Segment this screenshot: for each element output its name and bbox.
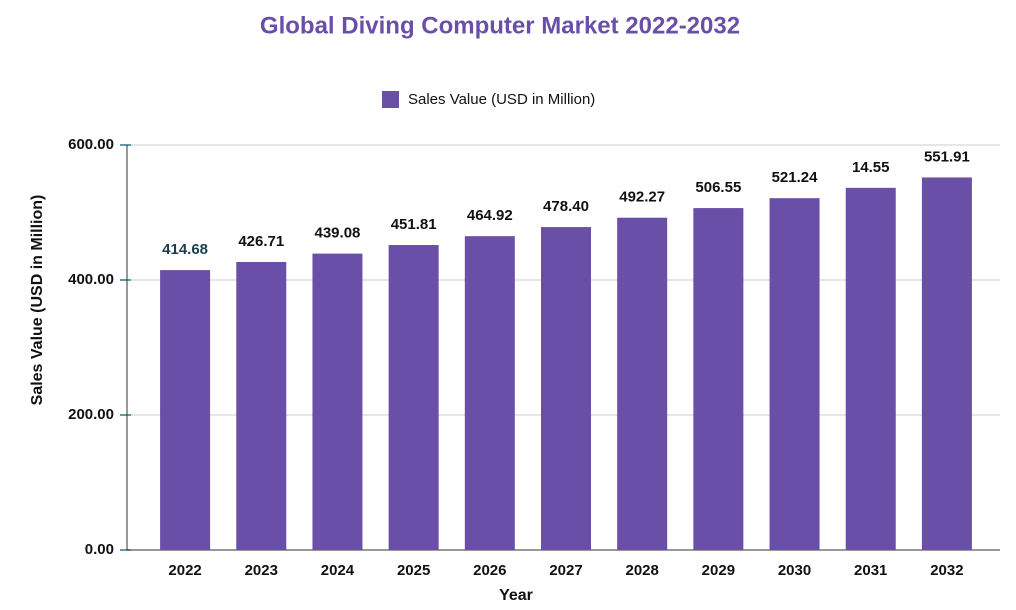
- x-tick-label: 2026: [473, 562, 506, 579]
- data-label: 464.92: [467, 207, 513, 224]
- y-tick-label: 600.00: [68, 136, 114, 153]
- bar: [617, 217, 668, 550]
- data-label: 551.91: [924, 148, 970, 165]
- x-tick-label: 2032: [930, 562, 963, 579]
- data-label: 14.55: [852, 159, 890, 176]
- data-label: 492.27: [619, 189, 665, 206]
- x-tick-label: 2027: [549, 562, 582, 579]
- bar: [921, 177, 972, 550]
- x-tick-label: 2028: [625, 562, 658, 579]
- data-label: 506.55: [695, 179, 741, 196]
- legend-label: Sales Value (USD in Million): [408, 91, 595, 108]
- x-tick-label: 2029: [702, 562, 735, 579]
- legend-swatch: [382, 91, 399, 108]
- x-tick-label: 2024: [321, 562, 355, 579]
- bar: [464, 236, 515, 550]
- data-label: 521.24: [772, 169, 819, 186]
- chart-title: Global Diving Computer Market 2022-2032: [260, 12, 740, 39]
- y-tick-label: 0.00: [85, 541, 114, 558]
- x-tick-label: 2030: [778, 562, 811, 579]
- y-tick-label: 400.00: [68, 271, 114, 288]
- data-label: 478.40: [543, 198, 589, 215]
- x-tick-label: 2023: [245, 562, 278, 579]
- data-label: 414.68: [162, 241, 208, 258]
- bar: [236, 261, 287, 550]
- bar: [312, 253, 363, 550]
- bar: [388, 245, 439, 550]
- y-tick-label: 200.00: [68, 406, 114, 423]
- x-axis-title: Year: [499, 587, 533, 604]
- bar: [541, 227, 591, 550]
- x-tick-label: 2025: [397, 562, 430, 579]
- x-tick-label: 2022: [168, 562, 201, 579]
- bar: [693, 208, 744, 551]
- bar: [769, 198, 820, 550]
- data-label: 439.08: [315, 225, 361, 242]
- y-axis-title: Sales Value (USD in Million): [29, 195, 46, 406]
- bar: [160, 270, 211, 550]
- x-tick-label: 2031: [854, 562, 887, 579]
- data-label: 426.71: [238, 233, 284, 250]
- bar: [845, 187, 896, 551]
- data-label: 451.81: [391, 216, 437, 233]
